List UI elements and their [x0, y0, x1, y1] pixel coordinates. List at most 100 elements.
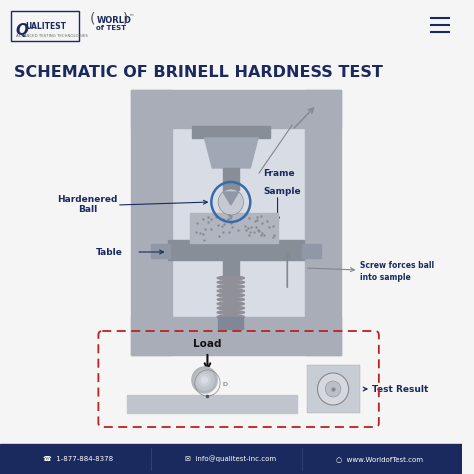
- Point: [200, 236, 207, 244]
- Point: [244, 224, 252, 232]
- Point: [204, 219, 212, 226]
- Text: Q: Q: [16, 22, 28, 37]
- Text: Screw forces ball: Screw forces ball: [360, 261, 435, 270]
- Circle shape: [318, 373, 349, 405]
- Point: [245, 232, 253, 239]
- Point: [246, 228, 254, 236]
- Bar: [173, 128, 305, 317]
- Point: [235, 226, 242, 233]
- Ellipse shape: [217, 302, 245, 306]
- Point: [196, 229, 203, 237]
- Bar: [131, 90, 173, 355]
- Bar: [218, 317, 244, 329]
- Point: [269, 222, 277, 229]
- Point: [207, 226, 215, 233]
- Point: [192, 228, 200, 236]
- Polygon shape: [204, 138, 258, 168]
- Text: ™: ™: [128, 15, 134, 19]
- Point: [201, 226, 209, 233]
- Point: [250, 228, 258, 236]
- Circle shape: [195, 370, 214, 390]
- Bar: [131, 90, 341, 128]
- Circle shape: [218, 189, 244, 215]
- Ellipse shape: [217, 289, 245, 293]
- Bar: [0, 444, 462, 474]
- Point: [241, 223, 248, 230]
- Ellipse shape: [217, 315, 245, 319]
- Point: [204, 214, 211, 221]
- Point: [199, 230, 207, 237]
- Ellipse shape: [217, 306, 245, 310]
- Text: SCHEMATIC OF BRINELL HARDNESS TEST: SCHEMATIC OF BRINELL HARDNESS TEST: [14, 64, 383, 80]
- Bar: [131, 317, 341, 355]
- Ellipse shape: [217, 310, 245, 314]
- Point: [270, 231, 277, 239]
- Ellipse shape: [217, 298, 245, 301]
- Point: [254, 226, 262, 234]
- Point: [212, 213, 220, 221]
- Bar: [307, 365, 360, 413]
- Point: [219, 216, 227, 223]
- Text: ): ): [123, 11, 128, 25]
- Point: [252, 223, 259, 231]
- Text: into sample: into sample: [360, 273, 411, 282]
- Point: [253, 213, 261, 220]
- Text: Load: Load: [193, 339, 222, 349]
- Point: [193, 219, 201, 227]
- Point: [215, 232, 223, 240]
- Point: [253, 217, 261, 224]
- Point: [220, 220, 228, 228]
- Ellipse shape: [217, 293, 245, 297]
- Point: [218, 222, 225, 229]
- Point: [228, 223, 236, 231]
- Bar: [127, 395, 297, 413]
- Point: [227, 219, 235, 227]
- Point: [252, 217, 259, 224]
- Text: of TEST: of TEST: [96, 25, 127, 31]
- Point: [258, 229, 265, 237]
- Circle shape: [199, 374, 210, 386]
- Text: Hardenered: Hardenered: [57, 195, 118, 204]
- Point: [255, 228, 263, 235]
- Text: Table: Table: [96, 247, 122, 256]
- Point: [269, 233, 277, 241]
- Ellipse shape: [217, 276, 245, 280]
- Text: ADVANCED TESTING TECHNOLOGIES: ADVANCED TESTING TECHNOLOGIES: [16, 34, 88, 38]
- Text: Ball: Ball: [78, 206, 97, 215]
- Point: [228, 212, 235, 219]
- Bar: [302, 244, 321, 258]
- Text: ○  www.WorldofTest.com: ○ www.WorldofTest.com: [337, 456, 423, 462]
- Polygon shape: [223, 192, 238, 205]
- Point: [219, 228, 227, 236]
- Point: [207, 215, 215, 223]
- Bar: [167, 240, 304, 260]
- Text: UALITEST: UALITEST: [25, 21, 66, 30]
- Bar: [305, 90, 341, 355]
- Bar: [192, 126, 270, 138]
- Bar: [190, 213, 278, 243]
- Point: [258, 219, 265, 227]
- Point: [266, 223, 273, 231]
- Circle shape: [201, 377, 208, 383]
- Ellipse shape: [217, 285, 245, 289]
- Point: [245, 214, 253, 222]
- Point: [246, 223, 254, 230]
- Ellipse shape: [217, 281, 245, 284]
- Text: ☎  1-877-884-8378: ☎ 1-877-884-8378: [43, 456, 113, 462]
- Text: Sample: Sample: [263, 188, 301, 197]
- Text: D: D: [222, 383, 227, 388]
- Point: [242, 226, 250, 234]
- Point: [225, 228, 233, 235]
- Circle shape: [192, 367, 217, 393]
- Point: [225, 215, 232, 223]
- Text: ✉  info@qualitest-inc.com: ✉ info@qualitest-inc.com: [185, 456, 276, 462]
- Point: [257, 212, 265, 219]
- Point: [226, 214, 233, 222]
- Point: [199, 215, 206, 222]
- Bar: [223, 258, 238, 278]
- Text: WORLD: WORLD: [96, 16, 131, 25]
- Bar: [151, 244, 171, 258]
- Text: Test Result: Test Result: [372, 384, 428, 393]
- Point: [257, 231, 264, 239]
- Point: [263, 217, 271, 225]
